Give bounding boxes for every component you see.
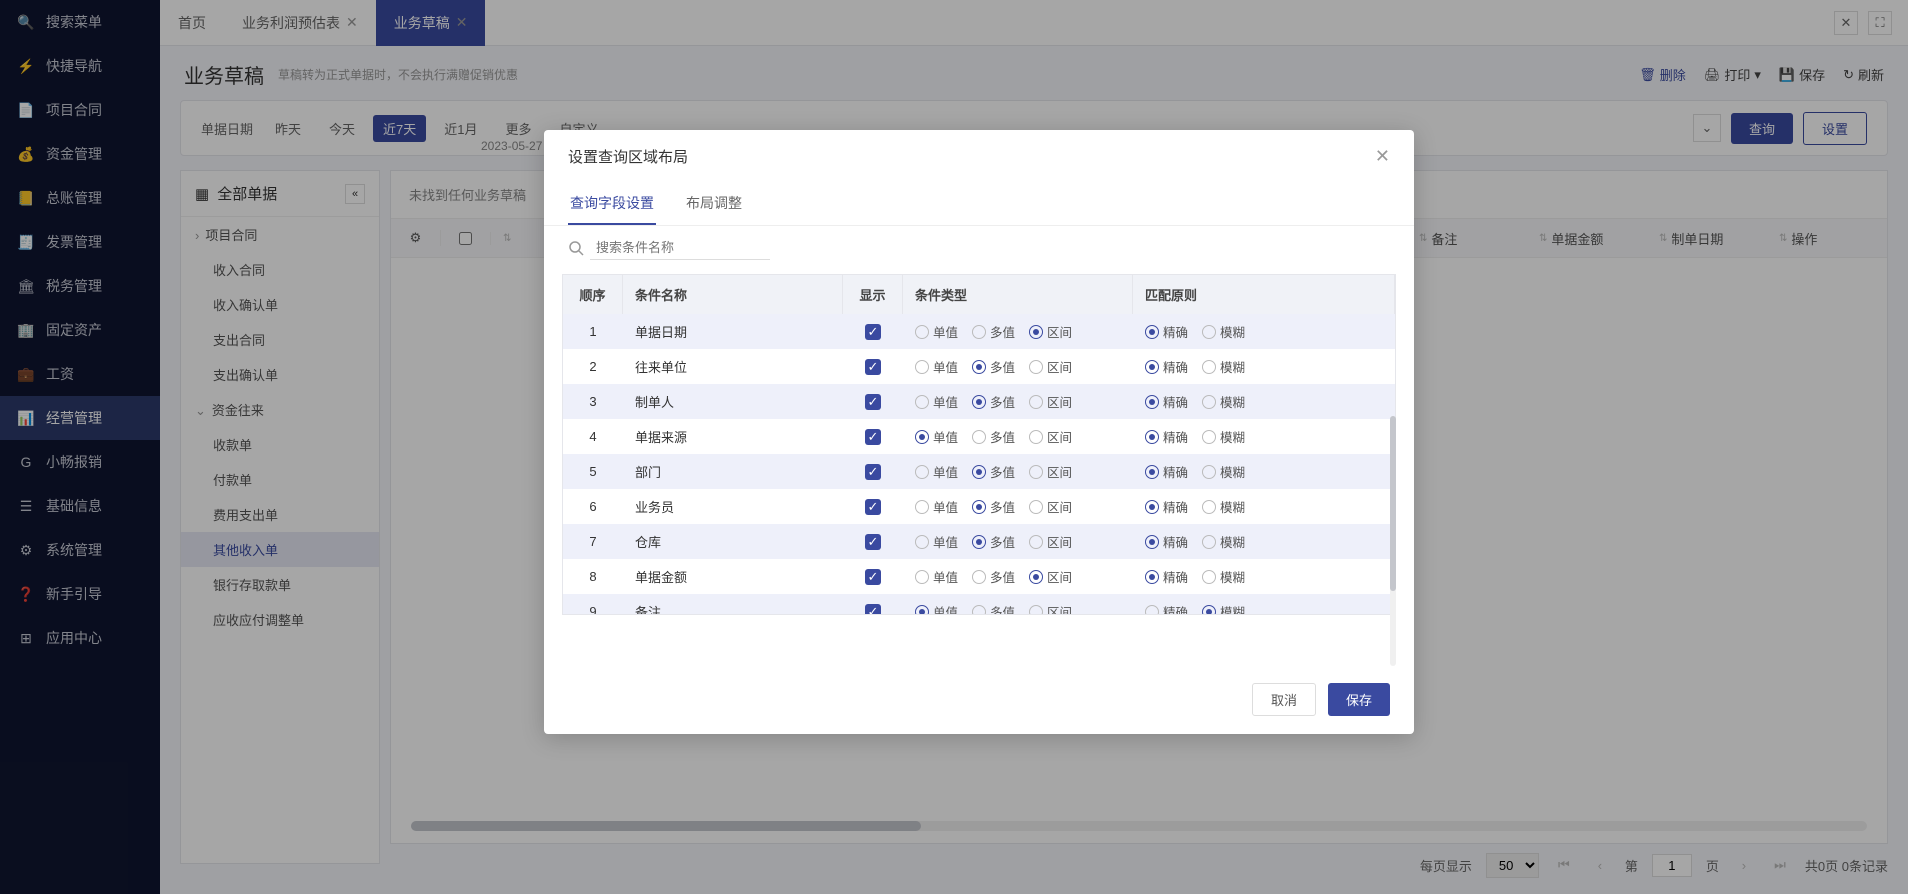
row-name: 仓库	[623, 524, 843, 559]
type-radio[interactable]: 单值	[915, 497, 958, 516]
row-order: 9	[563, 596, 623, 614]
row-order: 1	[563, 316, 623, 347]
settings-modal: 设置查询区域布局 ✕ 查询字段设置布局调整 顺序 条件名称 显示 条件类型 匹配…	[544, 130, 1414, 734]
match-radio[interactable]: 模糊	[1202, 392, 1245, 411]
row-name: 单据来源	[623, 419, 843, 454]
row-name: 备注	[623, 594, 843, 614]
show-checkbox[interactable]: ✓	[865, 569, 881, 585]
config-row: 8单据金额 ✓ 单值多值区间 精确模糊	[563, 559, 1395, 594]
match-radio[interactable]: 模糊	[1202, 532, 1245, 551]
type-radio[interactable]: 区间	[1029, 392, 1072, 411]
type-radio[interactable]: 单值	[915, 357, 958, 376]
match-radio[interactable]: 精确	[1145, 427, 1188, 446]
type-radio[interactable]: 多值	[972, 392, 1015, 411]
type-radio[interactable]: 区间	[1029, 602, 1072, 614]
config-row: 9备注 ✓ 单值 多值 区间 精确 模糊	[563, 594, 1395, 614]
modal-save-button[interactable]: 保存	[1328, 683, 1390, 716]
type-radio[interactable]: 区间	[1029, 497, 1072, 516]
row-name: 单据日期	[623, 314, 843, 349]
col-match: 匹配原则	[1133, 275, 1395, 314]
type-radio[interactable]: 多值	[972, 497, 1015, 516]
show-checkbox[interactable]: ✓	[865, 429, 881, 445]
match-radio[interactable]: 模糊	[1202, 322, 1245, 341]
row-order: 2	[563, 351, 623, 382]
show-checkbox[interactable]: ✓	[865, 499, 881, 515]
match-radio[interactable]: 精确	[1145, 462, 1188, 481]
match-radio[interactable]: 精确	[1145, 322, 1188, 341]
show-checkbox[interactable]: ✓	[865, 534, 881, 550]
type-radio[interactable]: 单值	[915, 532, 958, 551]
match-radio[interactable]: 精确	[1145, 602, 1188, 614]
type-radio[interactable]: 区间	[1029, 427, 1072, 446]
config-row: 1单据日期 ✓ 单值多值区间 精确模糊	[563, 314, 1395, 349]
condition-search-input[interactable]	[590, 236, 770, 260]
row-order: 6	[563, 491, 623, 522]
type-radio[interactable]: 区间	[1029, 322, 1072, 341]
match-radio[interactable]: 模糊	[1202, 497, 1245, 516]
match-radio[interactable]: 模糊	[1202, 567, 1245, 586]
type-radio[interactable]: 单值	[915, 567, 958, 586]
match-radio[interactable]: 模糊	[1202, 462, 1245, 481]
row-name: 业务员	[623, 489, 843, 524]
config-row: 5部门 ✓ 单值多值区间 精确模糊	[563, 454, 1395, 489]
config-row: 2往来单位 ✓ 单值多值区间 精确模糊	[563, 349, 1395, 384]
row-name: 往来单位	[623, 349, 843, 384]
show-checkbox[interactable]: ✓	[865, 359, 881, 375]
match-radio[interactable]: 精确	[1145, 567, 1188, 586]
show-checkbox[interactable]: ✓	[865, 464, 881, 480]
match-radio[interactable]: 精确	[1145, 392, 1188, 411]
config-row: 7仓库 ✓ 单值多值区间 精确模糊	[563, 524, 1395, 559]
row-name: 单据金额	[623, 559, 843, 594]
row-order: 4	[563, 421, 623, 452]
col-name: 条件名称	[623, 275, 843, 314]
match-radio[interactable]: 精确	[1145, 497, 1188, 516]
match-radio[interactable]: 模糊	[1202, 602, 1245, 614]
row-name: 制单人	[623, 384, 843, 419]
type-radio[interactable]: 多值	[972, 427, 1015, 446]
type-radio[interactable]: 单值	[915, 602, 958, 614]
type-radio[interactable]: 多值	[972, 567, 1015, 586]
match-radio[interactable]: 精确	[1145, 357, 1188, 376]
show-checkbox[interactable]: ✓	[865, 604, 881, 615]
type-radio[interactable]: 多值	[972, 602, 1015, 614]
type-radio[interactable]: 多值	[972, 532, 1015, 551]
row-order: 8	[563, 561, 623, 592]
row-order: 5	[563, 456, 623, 487]
row-order: 7	[563, 526, 623, 557]
config-table: 顺序 条件名称 显示 条件类型 匹配原则 1单据日期✓单值多值区间精确模糊2往来…	[562, 274, 1396, 615]
row-order: 3	[563, 386, 623, 417]
modal-tab-0[interactable]: 查询字段设置	[568, 183, 656, 225]
match-radio[interactable]: 模糊	[1202, 357, 1245, 376]
match-radio[interactable]: 精确	[1145, 532, 1188, 551]
type-radio[interactable]: 区间	[1029, 462, 1072, 481]
type-radio[interactable]: 多值	[972, 357, 1015, 376]
modal-tab-1[interactable]: 布局调整	[684, 183, 744, 225]
type-radio[interactable]: 单值	[915, 427, 958, 446]
type-radio[interactable]: 区间	[1029, 532, 1072, 551]
col-show: 显示	[843, 275, 903, 314]
config-row: 4单据来源 ✓ 单值多值区间 精确模糊	[563, 419, 1395, 454]
cancel-button[interactable]: 取消	[1252, 683, 1316, 716]
config-row: 3制单人 ✓ 单值多值区间 精确模糊	[563, 384, 1395, 419]
type-radio[interactable]: 单值	[915, 462, 958, 481]
type-radio[interactable]: 多值	[972, 322, 1015, 341]
show-checkbox[interactable]: ✓	[865, 394, 881, 410]
row-name: 部门	[623, 454, 843, 489]
modal-close-button[interactable]: ✕	[1375, 146, 1390, 167]
type-radio[interactable]: 区间	[1029, 357, 1072, 376]
match-radio[interactable]: 模糊	[1202, 427, 1245, 446]
show-checkbox[interactable]: ✓	[865, 324, 881, 340]
type-radio[interactable]: 单值	[915, 322, 958, 341]
modal-title: 设置查询区域布局	[568, 146, 688, 167]
modal-scrollbar[interactable]	[1390, 416, 1396, 666]
type-radio[interactable]: 单值	[915, 392, 958, 411]
col-type: 条件类型	[903, 275, 1133, 314]
col-order: 顺序	[563, 275, 623, 314]
search-icon	[568, 240, 584, 256]
type-radio[interactable]: 区间	[1029, 567, 1072, 586]
config-row: 6业务员 ✓ 单值多值区间 精确模糊	[563, 489, 1395, 524]
type-radio[interactable]: 多值	[972, 462, 1015, 481]
